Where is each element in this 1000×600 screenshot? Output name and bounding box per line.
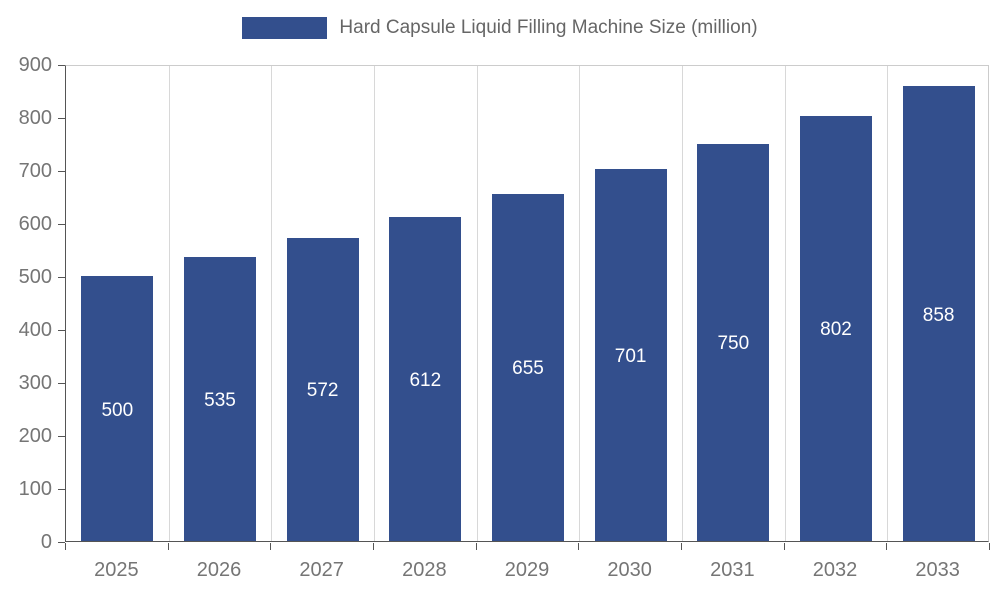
bar[interactable]: [697, 143, 770, 541]
bar-value-label: 535: [204, 390, 236, 412]
bar[interactable]: [286, 237, 359, 541]
bar-value-label: 701: [614, 346, 647, 368]
bar[interactable]: [902, 86, 975, 541]
x-tick-label: 2029: [504, 559, 550, 581]
y-tick-mark: [58, 383, 65, 384]
y-tick-mark: [58, 542, 65, 543]
x-tick-mark: [989, 543, 990, 550]
bar[interactable]: [594, 169, 667, 541]
x-tick-mark: [373, 543, 374, 550]
y-tick-mark: [58, 277, 65, 278]
x-tick-label: 2030: [607, 559, 652, 581]
bar[interactable]: [184, 257, 256, 541]
y-tick-mark: [58, 118, 65, 119]
x-tick-mark: [783, 543, 785, 550]
y-tick-label: 600: [18, 213, 52, 235]
chart-title: Hard Capsule Liquid Filling Machine Size…: [339, 17, 758, 38]
legend[interactable]: Hard Capsule Liquid Filling Machine Size…: [0, 17, 1000, 39]
y-tick-mark: [58, 330, 65, 331]
y-tick-label: 800: [18, 107, 52, 129]
x-tick-mark: [167, 543, 169, 550]
x-tick-label: 2031: [710, 559, 755, 581]
x-tick-label: 2032: [812, 559, 858, 581]
x-tick-mark: [578, 543, 580, 550]
vertical-gridline: [168, 66, 170, 541]
y-tick-label: 700: [18, 160, 52, 182]
bar[interactable]: [389, 216, 462, 541]
y-tick-mark: [58, 171, 65, 172]
bar-value-label: 612: [409, 369, 442, 391]
bar[interactable]: [492, 193, 564, 541]
x-tick-mark: [65, 543, 66, 550]
x-tick-mark: [681, 543, 682, 550]
y-tick-mark: [58, 65, 65, 66]
bar-value-label: 500: [101, 399, 134, 421]
vertical-gridline: [476, 66, 478, 541]
bar-value-label: 802: [820, 319, 852, 341]
x-tick-label: 2026: [196, 559, 242, 581]
y-tick-mark: [58, 436, 65, 437]
legend-swatch: [242, 17, 328, 39]
y-tick-label: 300: [18, 372, 52, 394]
vertical-gridline: [271, 66, 273, 541]
bar[interactable]: [800, 115, 872, 541]
y-tick-label: 500: [18, 266, 52, 288]
vertical-gridline: [682, 66, 683, 541]
y-tick-label: 900: [18, 54, 52, 76]
y-tick-label: 400: [18, 319, 52, 341]
bar-value-label: 655: [512, 358, 544, 380]
y-axis: 0 100 200 300 400 500 600 700 800 900: [0, 54, 65, 553]
x-tick-label: 2028: [402, 559, 447, 581]
y-tick-label: 100: [18, 478, 52, 500]
x-tick-label: 2027: [299, 559, 344, 581]
y-tick-mark: [58, 224, 65, 225]
y-tick-label: 0: [40, 531, 52, 553]
bar-value-label: 572: [306, 380, 339, 402]
x-tick-label: 2025: [94, 559, 139, 581]
y-tick-label: 200: [18, 425, 52, 447]
plot-area: 500 535 572 612 655 701 750 802 858: [65, 65, 989, 542]
x-tick-label: 2033: [915, 559, 960, 581]
vertical-gridline: [784, 66, 786, 541]
bar-value-label: 858: [922, 304, 955, 326]
bar-value-label: 750: [717, 333, 750, 355]
bar[interactable]: [81, 276, 154, 541]
y-tick-mark: [58, 489, 65, 490]
x-tick-mark: [886, 543, 888, 550]
x-tick-mark: [270, 543, 272, 550]
vertical-gridline: [374, 66, 375, 541]
vertical-gridline: [579, 66, 581, 541]
x-axis: 2025 2026 2027 2028 2029 2030 2031 2032 2033: [65, 543, 990, 593]
x-tick-mark: [475, 543, 477, 550]
vertical-gridline: [887, 66, 889, 541]
